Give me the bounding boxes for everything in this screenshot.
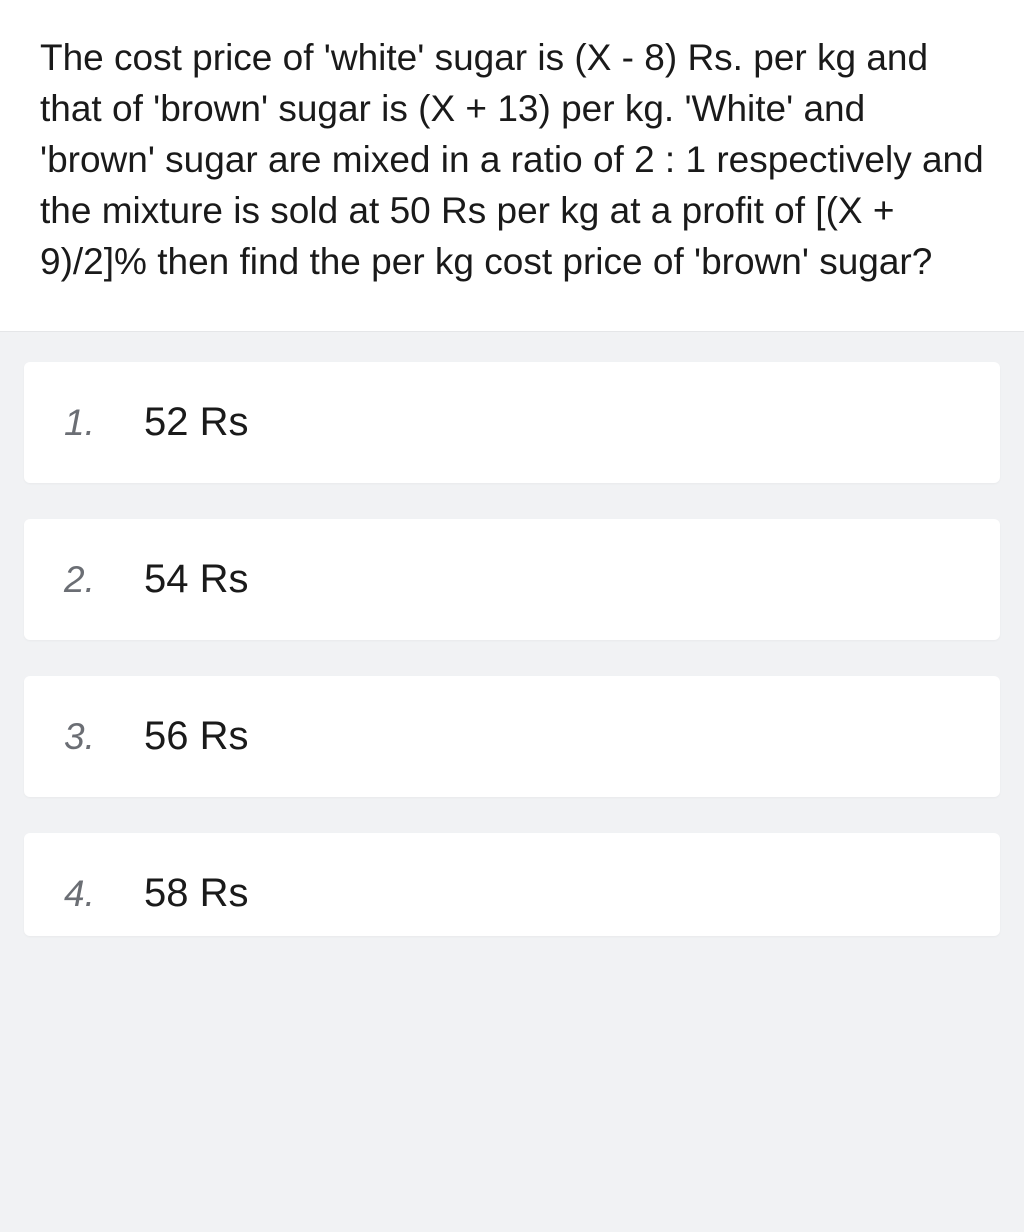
option-number: 1.: [64, 402, 144, 444]
option-text: 58 Rs: [144, 871, 249, 916]
options-area: 1. 52 Rs 2. 54 Rs 3. 56 Rs 4. 58 Rs: [0, 332, 1024, 936]
option-card-4[interactable]: 4. 58 Rs: [24, 833, 1000, 936]
option-text: 52 Rs: [144, 400, 249, 445]
option-card-3[interactable]: 3. 56 Rs: [24, 676, 1000, 797]
option-number: 2.: [64, 559, 144, 601]
option-card-1[interactable]: 1. 52 Rs: [24, 362, 1000, 483]
question-block: The cost price of 'white' sugar is (X - …: [0, 0, 1024, 332]
option-number: 3.: [64, 716, 144, 758]
option-card-2[interactable]: 2. 54 Rs: [24, 519, 1000, 640]
question-text: The cost price of 'white' sugar is (X - …: [40, 32, 984, 287]
option-text: 56 Rs: [144, 714, 249, 759]
option-number: 4.: [64, 873, 144, 915]
option-text: 54 Rs: [144, 557, 249, 602]
